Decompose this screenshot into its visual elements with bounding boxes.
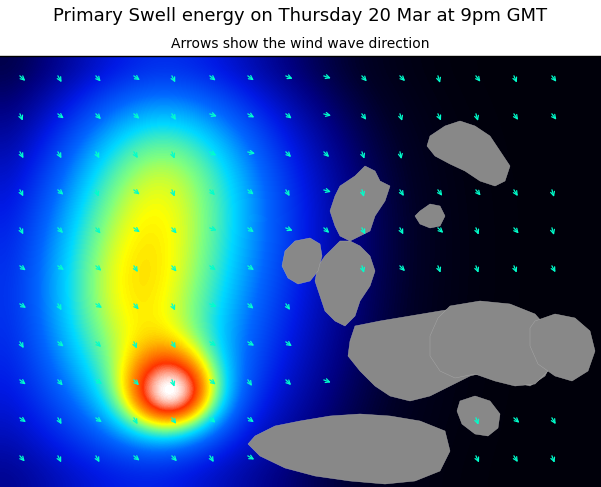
- Polygon shape: [248, 414, 450, 484]
- Polygon shape: [430, 301, 555, 386]
- Polygon shape: [348, 306, 555, 401]
- Polygon shape: [282, 238, 322, 284]
- Polygon shape: [530, 314, 595, 381]
- Text: Primary Swell energy on Thursday 20 Mar at 9pm GMT: Primary Swell energy on Thursday 20 Mar …: [53, 7, 548, 25]
- Polygon shape: [315, 241, 375, 326]
- Text: Arrows show the wind wave direction: Arrows show the wind wave direction: [171, 37, 430, 51]
- Polygon shape: [415, 204, 445, 228]
- Polygon shape: [427, 121, 510, 186]
- Polygon shape: [457, 396, 500, 436]
- Polygon shape: [330, 166, 390, 241]
